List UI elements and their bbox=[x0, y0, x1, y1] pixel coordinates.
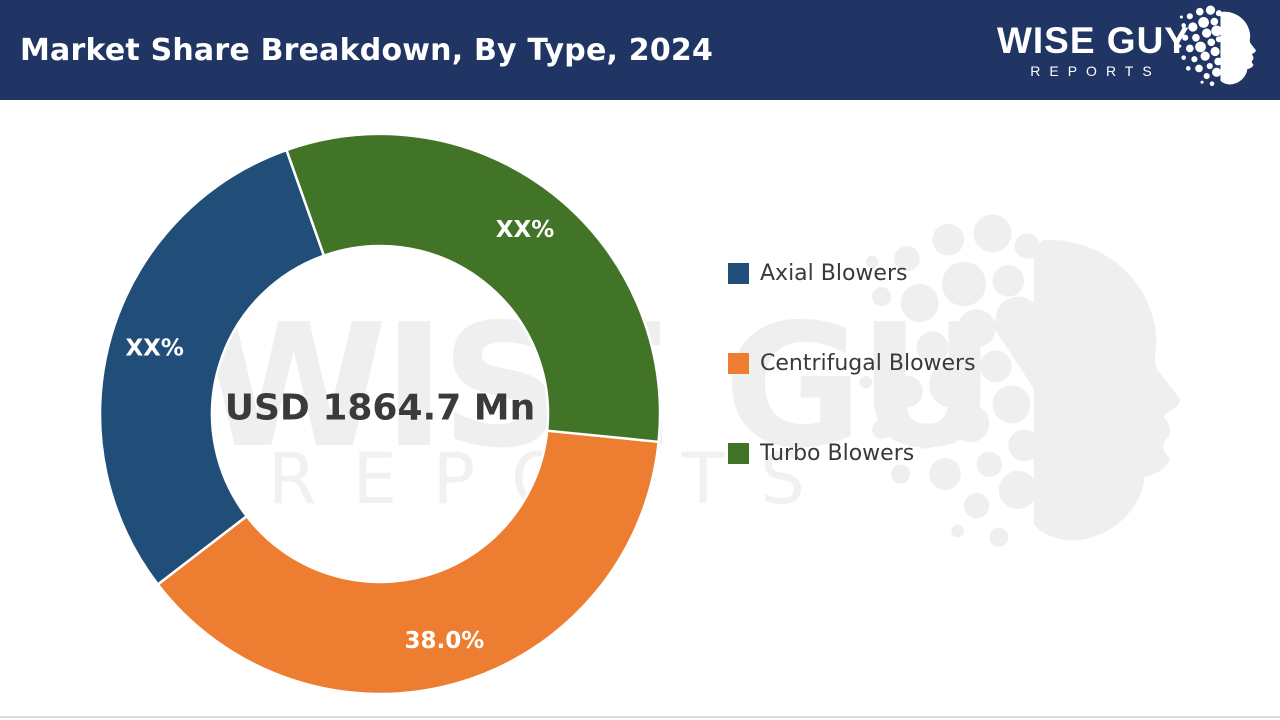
legend-swatch-axial-blowers bbox=[728, 262, 749, 284]
legend-swatch-centrifugal-blowers bbox=[728, 352, 749, 374]
wiseguy-logo: WISE GUY REPORTS bbox=[997, 4, 1268, 96]
chart-center-value: USD 1864.7 Mn bbox=[224, 387, 536, 429]
legend-item-turbo-blowers: Turbo Blowers bbox=[728, 408, 976, 498]
wiseguy-logo-text: WISE GUY REPORTS bbox=[997, 22, 1190, 79]
slice-axial-blowers bbox=[98, 148, 326, 586]
page-title: Market Share Breakdown, By Type, 2024 bbox=[20, 32, 714, 68]
legend-swatch-turbo-blowers bbox=[728, 442, 749, 464]
slice-pct-label-axial-blowers: XX% bbox=[125, 335, 184, 361]
slice-pct-label-centrifugal-blowers: 38.0% bbox=[405, 628, 485, 654]
bottom-rule bbox=[0, 716, 1280, 718]
slice-turbo-blowers bbox=[285, 132, 662, 444]
legend-label: Turbo Blowers bbox=[760, 440, 915, 466]
chart-legend: Axial Blowers Centrifugal Blowers Turbo … bbox=[728, 228, 976, 498]
slice-pct-label-turbo-blowers: XX% bbox=[496, 217, 555, 243]
legend-label: Centrifugal Blowers bbox=[760, 350, 976, 376]
logo-face-icon bbox=[1176, 4, 1268, 96]
logo-reports-text: REPORTS bbox=[1030, 62, 1161, 79]
legend-item-axial-blowers: Axial Blowers bbox=[728, 228, 976, 318]
slice-centrifugal-blowers bbox=[156, 429, 660, 696]
logo-wordmark: WISE GUY bbox=[996, 19, 1190, 61]
legend-item-centrifugal-blowers: Centrifugal Blowers bbox=[728, 318, 976, 408]
header-bar: Market Share Breakdown, By Type, 2024 WI… bbox=[0, 0, 1280, 100]
legend-label: Axial Blowers bbox=[760, 260, 908, 286]
